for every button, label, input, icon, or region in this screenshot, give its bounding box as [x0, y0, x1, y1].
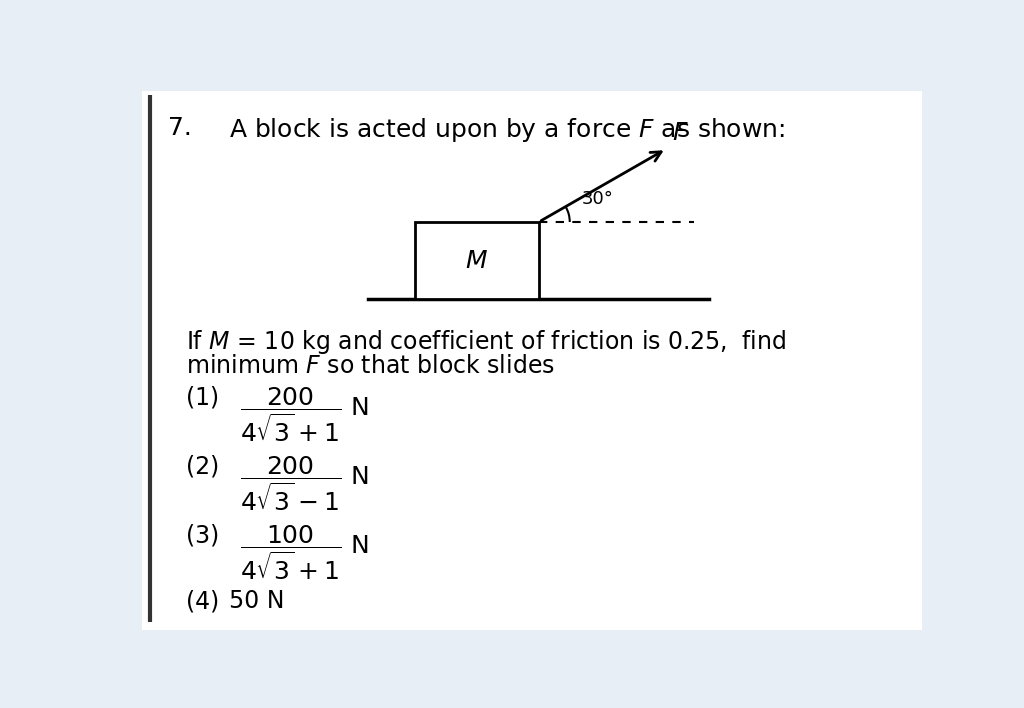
Text: $\mathit{M}$: $\mathit{M}$	[465, 249, 488, 273]
FancyBboxPatch shape	[142, 91, 922, 630]
Text: 7.: 7.	[168, 116, 193, 139]
Text: 50 N: 50 N	[228, 589, 285, 613]
Text: (4): (4)	[186, 589, 219, 613]
Bar	[415, 222, 539, 299]
Text: (3): (3)	[186, 524, 219, 548]
Text: 30°: 30°	[582, 190, 613, 208]
Text: (2): (2)	[186, 455, 219, 479]
Text: $\dfrac{200}{4\sqrt{3}-1}$ N: $\dfrac{200}{4\sqrt{3}-1}$ N	[241, 455, 369, 513]
Text: If $\mathit{M}$ = 10 kg and coefficient of friction is 0.25,  find: If $\mathit{M}$ = 10 kg and coefficient …	[186, 328, 786, 355]
Text: minimum $\mathit{F}$ so that block slides: minimum $\mathit{F}$ so that block slide…	[186, 355, 555, 379]
Text: A block is acted upon by a force $\mathit{F}$ as shown:: A block is acted upon by a force $\mathi…	[228, 116, 784, 144]
Text: $\mathit{F}$: $\mathit{F}$	[673, 121, 689, 145]
Text: $\dfrac{200}{4\sqrt{3}+1}$ N: $\dfrac{200}{4\sqrt{3}+1}$ N	[241, 385, 369, 444]
Text: $\dfrac{100}{4\sqrt{3}+1}$ N: $\dfrac{100}{4\sqrt{3}+1}$ N	[241, 524, 369, 582]
Text: (1): (1)	[186, 385, 219, 409]
